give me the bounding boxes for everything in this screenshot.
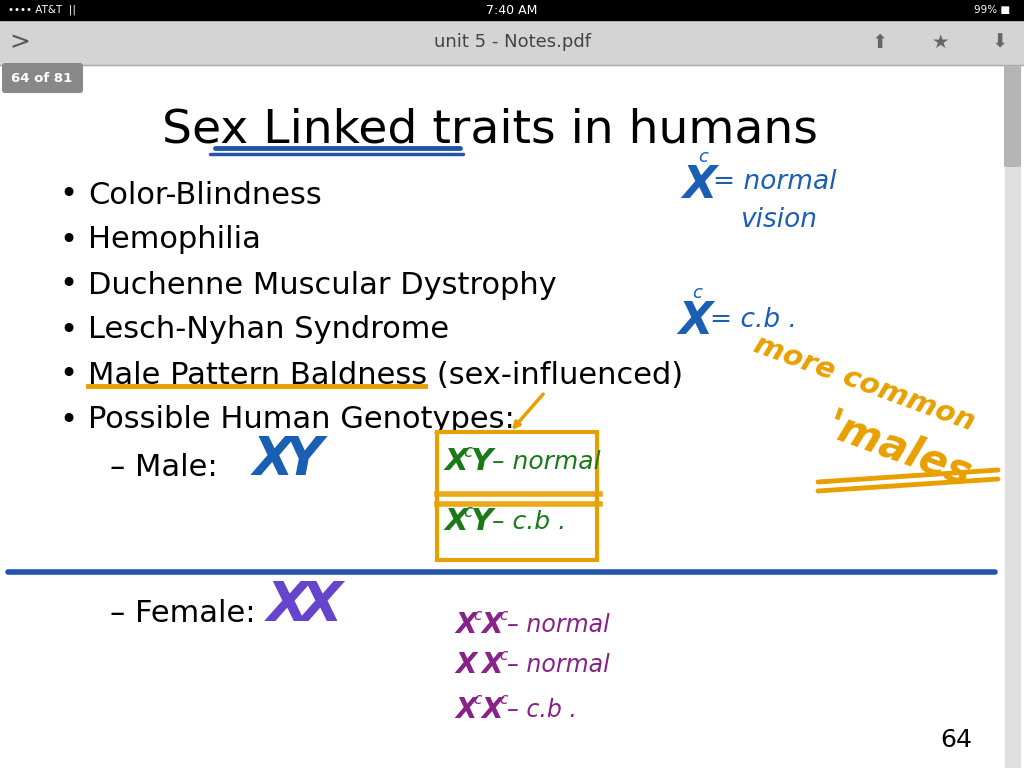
Text: – normal: – normal <box>492 450 601 474</box>
Text: Hemophilia: Hemophilia <box>88 226 261 254</box>
Text: – c.b .: – c.b . <box>492 510 566 534</box>
FancyBboxPatch shape <box>2 63 83 93</box>
Text: Possible Human Genotypes:: Possible Human Genotypes: <box>88 406 515 435</box>
Text: •: • <box>59 226 77 254</box>
Text: •: • <box>59 360 77 389</box>
Text: X: X <box>682 164 716 207</box>
Text: Duchenne Muscular Dystrophy: Duchenne Muscular Dystrophy <box>88 270 557 300</box>
Text: = normal: = normal <box>713 169 837 195</box>
Text: unit 5 - Notes.pdf: unit 5 - Notes.pdf <box>433 33 591 51</box>
Text: c: c <box>698 148 708 166</box>
Text: – normal: – normal <box>507 653 609 677</box>
Text: vision: vision <box>740 207 817 233</box>
Text: 'males: 'males <box>820 405 977 495</box>
Text: – normal: – normal <box>507 613 609 637</box>
Text: X: X <box>253 434 294 486</box>
Text: c: c <box>692 284 701 302</box>
Bar <box>0 0 1024 20</box>
Text: •: • <box>59 270 77 300</box>
Text: •: • <box>59 316 77 345</box>
Text: Y: Y <box>470 448 493 476</box>
Text: 64 of 81: 64 of 81 <box>11 71 73 84</box>
Text: Y: Y <box>285 434 324 486</box>
Text: more common: more common <box>750 330 979 436</box>
Text: c: c <box>499 607 507 623</box>
Text: >: > <box>9 30 31 54</box>
Bar <box>437 432 597 560</box>
Text: X: X <box>267 579 309 633</box>
Text: c: c <box>499 647 507 663</box>
Text: – Female:: – Female: <box>110 598 256 627</box>
Text: 99% ■: 99% ■ <box>974 5 1010 15</box>
Text: X: X <box>678 300 713 343</box>
Text: Male Pattern Baldness (sex-influenced): Male Pattern Baldness (sex-influenced) <box>88 360 683 389</box>
Text: c: c <box>473 607 481 623</box>
Text: X: X <box>481 696 503 724</box>
Text: X: X <box>455 696 476 724</box>
Text: c: c <box>463 503 472 521</box>
FancyBboxPatch shape <box>1004 63 1021 167</box>
Text: X: X <box>445 508 469 537</box>
Text: X: X <box>481 651 503 679</box>
Text: •••• AT&T  ||: •••• AT&T || <box>8 5 76 15</box>
Text: X: X <box>445 448 469 476</box>
Bar <box>1005 65 1020 768</box>
Text: Color-Blindness: Color-Blindness <box>88 180 322 210</box>
Text: •: • <box>59 180 77 210</box>
Text: = c.b .: = c.b . <box>710 307 797 333</box>
Text: – Male:: – Male: <box>110 452 218 482</box>
Text: 7:40 AM: 7:40 AM <box>486 4 538 16</box>
Text: c: c <box>463 443 472 461</box>
Text: Lesch-Nyhan Syndrome: Lesch-Nyhan Syndrome <box>88 316 450 345</box>
Text: X: X <box>300 579 343 633</box>
Text: •: • <box>59 406 77 435</box>
Text: ★: ★ <box>931 32 949 51</box>
Text: Sex Linked traits in humans: Sex Linked traits in humans <box>162 108 818 153</box>
Text: X: X <box>455 611 476 639</box>
Text: c: c <box>499 693 507 707</box>
Text: ⬇: ⬇ <box>992 32 1009 51</box>
Bar <box>0 20 1024 65</box>
Text: 64: 64 <box>940 728 972 752</box>
Text: Y: Y <box>470 508 493 537</box>
Text: X: X <box>481 611 503 639</box>
Text: ⬆: ⬆ <box>871 32 888 51</box>
Text: – c.b .: – c.b . <box>507 698 577 722</box>
Text: X: X <box>455 651 476 679</box>
Text: c: c <box>473 693 481 707</box>
